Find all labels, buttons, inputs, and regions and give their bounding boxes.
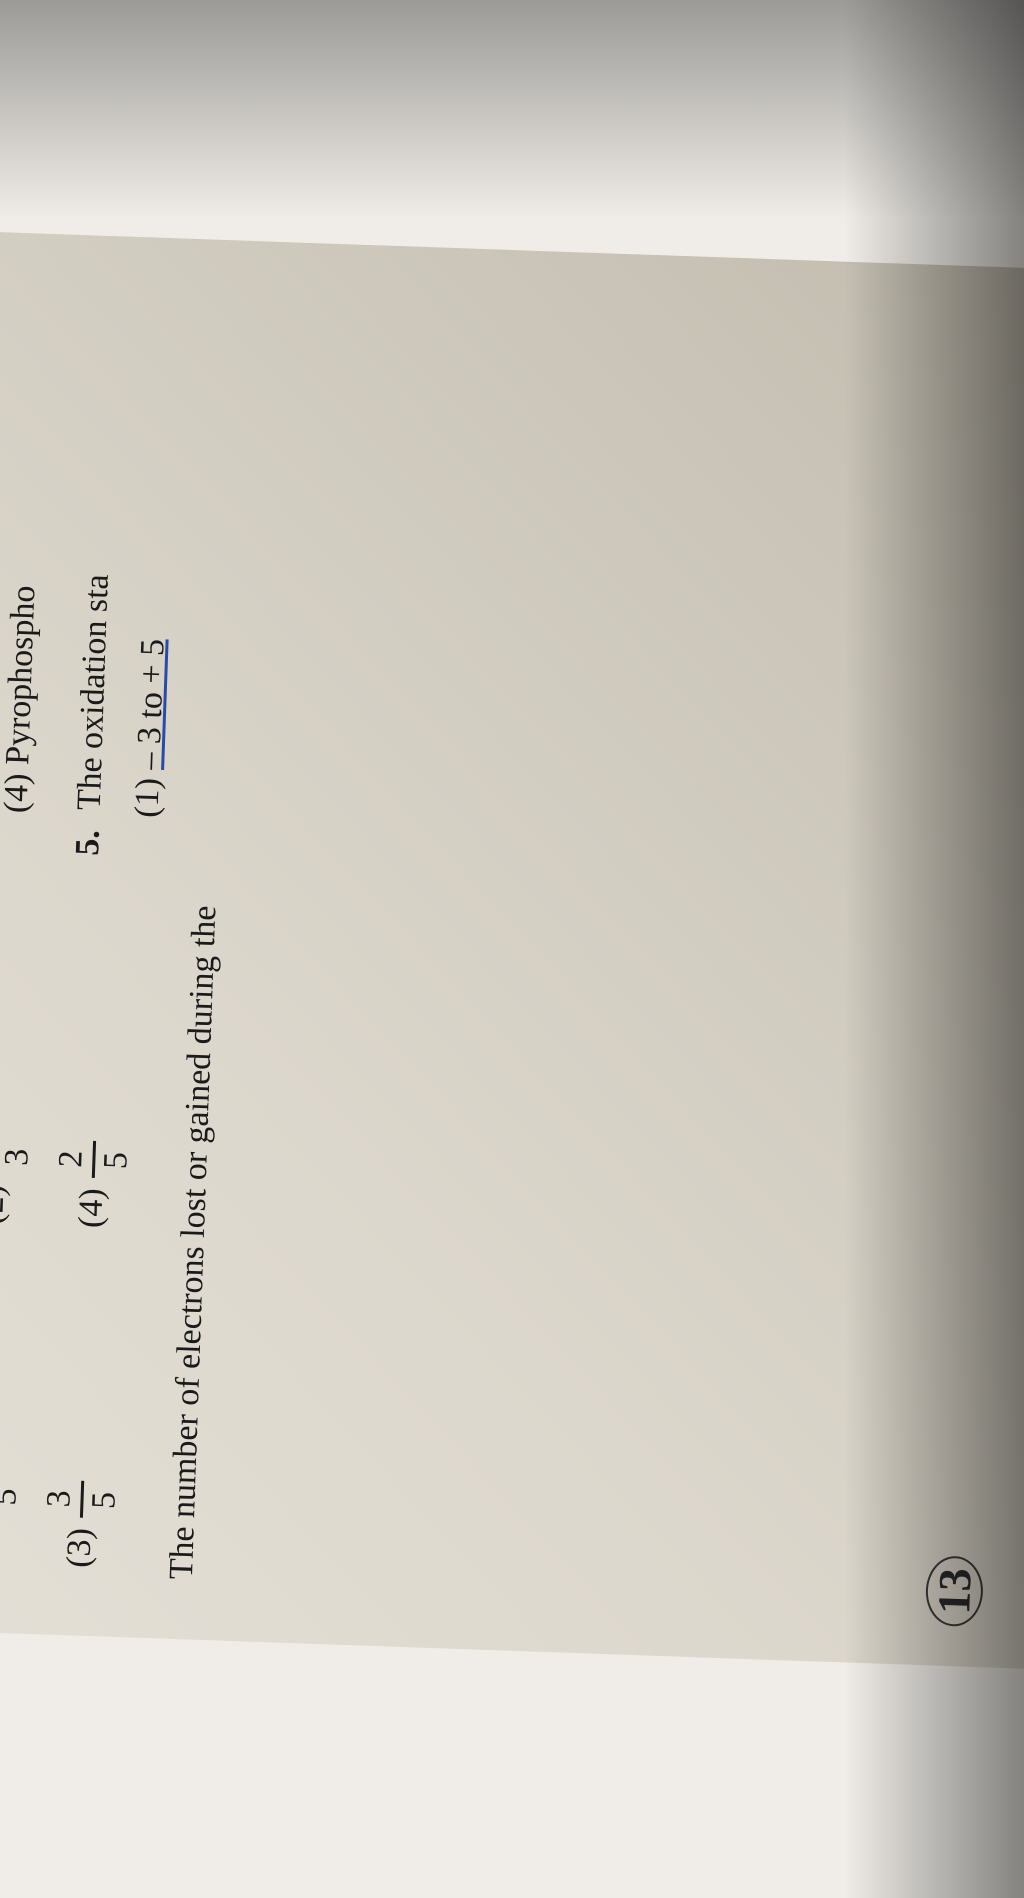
opt-label: (3) — [60, 1527, 99, 1568]
fraction: 3 5 — [42, 1480, 122, 1520]
shadow-overlay-top — [0, 0, 1024, 220]
opt-label: (4) — [0, 773, 36, 814]
denominator: 5 — [83, 1481, 122, 1519]
q12-options: (1) 1 5 (2) 5 3 (3) 3 5 — [0, 891, 152, 1577]
opt-label: (1) — [0, 1524, 1, 1565]
scanned-page: (1) KMnO4 [NCERT Pg. 272] (2) HNO3 (3) H… — [0, 212, 1024, 1688]
denominator: 3 — [0, 1138, 35, 1176]
right-q5: 5. The oxidation sta — [64, 295, 131, 856]
opt-text: Pyrophospho — [0, 585, 42, 766]
denominator: 5 — [0, 1478, 23, 1516]
q12-opt4: (4) 2 5 — [42, 894, 153, 1237]
fraction: 5 3 — [0, 1136, 35, 1176]
opt-label: (4) — [72, 1188, 111, 1229]
right-column: …ucuon? lowest oxidation state (1) FeSO₄… — [0, 273, 191, 858]
opt-label: (2) — [0, 1184, 13, 1225]
left-column: (1) KMnO4 [NCERT Pg. 272] (2) HNO3 (3) H… — [0, 873, 246, 1581]
fraction: 2 5 — [54, 1140, 134, 1180]
opt-label: (1) — [129, 777, 167, 818]
numerator: 3 — [42, 1480, 84, 1518]
right-q5-opt1: (1) – 3 to + 5 — [121, 297, 191, 858]
q13-text: The number of electrons lost or gained d… — [159, 899, 229, 1580]
opt-text: – 3 to + 5 — [130, 638, 172, 770]
question-number: 5. — [69, 829, 107, 856]
fraction: 1 5 — [0, 1476, 23, 1516]
denominator: 5 — [95, 1141, 134, 1179]
numerator: 2 — [54, 1140, 96, 1178]
right-q4-opt4: (4) Pyrophospho — [0, 292, 59, 853]
q12-opt3: (3) 3 5 — [30, 1234, 141, 1577]
q-text: The oxidation sta — [70, 574, 115, 811]
q-text: The number of electrons lost or gained d… — [163, 905, 224, 1580]
margin-number-13: 13 — [924, 1555, 983, 1627]
